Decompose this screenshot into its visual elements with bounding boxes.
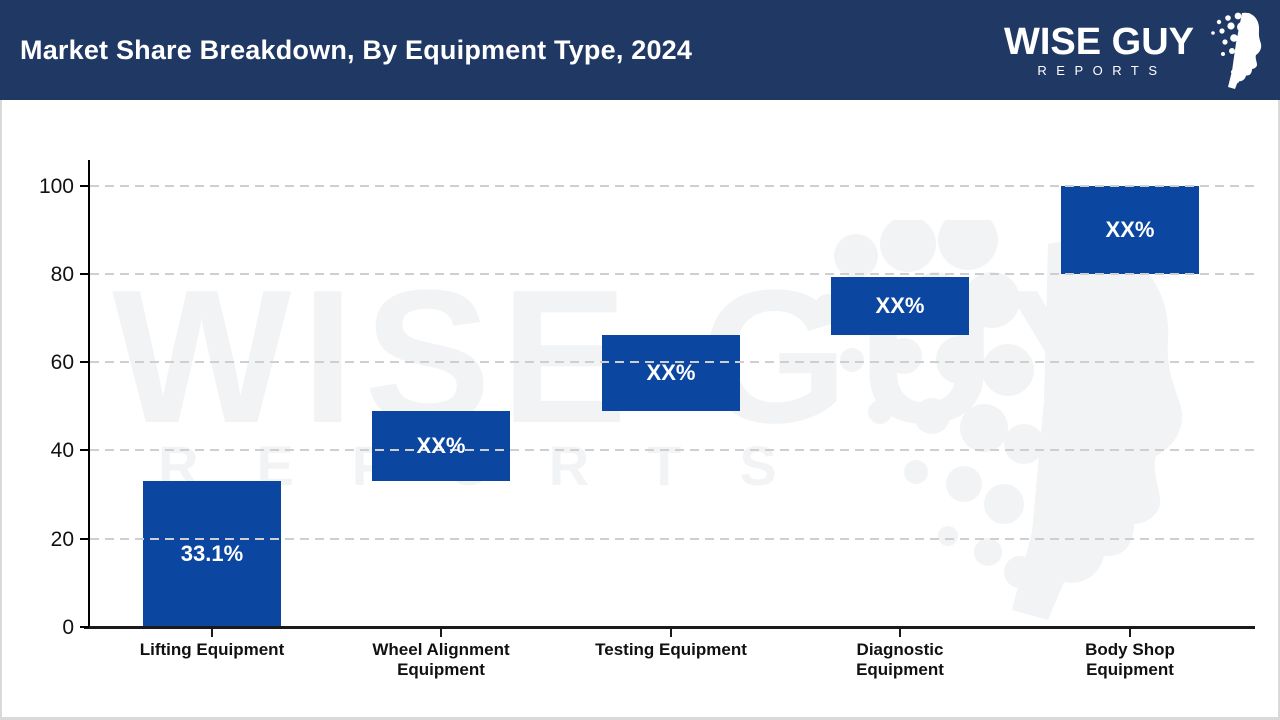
x-category-label: Wheel Alignment Equipment [372,640,510,680]
x-category-label: Lifting Equipment [139,640,285,659]
chart-title: Market Share Breakdown, By Equipment Typ… [20,34,693,65]
brand-logo-text: WISE GUY REPORTS [1004,23,1194,77]
y-tick-label: 40 [50,439,74,463]
y-tick-mark [80,272,89,275]
x-category-label: Testing Equipment [595,640,747,659]
y-tick-label: 80 [50,262,74,286]
y-gridline [90,272,1255,275]
x-tick-mark [899,629,901,637]
bar-value-label: XX% [416,432,466,458]
y-tick-label: 100 [38,174,74,198]
bar-value-label: XX% [875,293,925,318]
brand-logo: WISE GUY REPORTS [1004,9,1264,91]
bar-value-label: XX% [1105,216,1155,242]
header: Market Share Breakdown, By Equipment Typ… [0,0,1280,100]
waterfall-bar-segment [143,480,281,627]
x-category-label: Body Shop Equipment [1085,640,1175,680]
watermark-head-icon [814,220,1183,620]
y-tick-label: 60 [50,351,74,375]
x-tick-mark [211,629,213,637]
waterfall-bar-segment [602,335,740,411]
y-tick-mark [80,361,89,364]
waterfall-bar-segment [1061,185,1199,274]
brand-name: WISE GUY [1003,21,1194,63]
bar-value-label: 33.1% [180,540,244,566]
x-axis-line [84,626,1255,629]
y-tick-mark [80,449,89,452]
brand-subtitle: REPORTS [1037,63,1167,78]
y-tick-mark [80,184,89,187]
bar-value-label: XX% [646,359,696,385]
y-tick-mark [80,537,89,540]
y-axis-line [88,160,90,628]
y-tick-mark [80,626,89,628]
x-tick-mark [670,629,672,637]
y-gridline [90,184,1255,187]
waterfall-bar-segment [831,276,969,336]
y-gridline [90,449,1255,452]
y-gridline [90,361,1255,364]
head-profile-logo-icon [1211,12,1262,90]
x-tick-mark [440,629,442,637]
y-tick-label: 0 [62,616,74,639]
waterfall-bar-segment [372,411,510,481]
y-tick-label: 20 [50,527,74,551]
y-gridline [90,537,1255,540]
x-tick-mark [1129,629,1131,637]
x-category-label: Diagnostic Equipment [856,640,944,680]
